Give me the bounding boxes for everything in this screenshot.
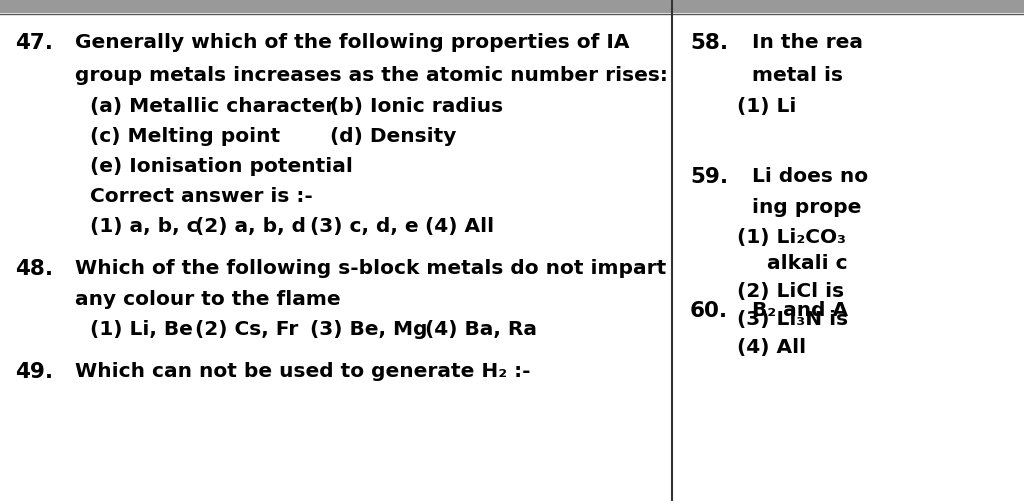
Text: Which of the following s-block metals do not impart: Which of the following s-block metals do… [75,259,667,278]
Text: Li does no: Li does no [752,167,868,186]
Text: (1) Li: (1) Li [737,97,797,116]
Text: 59.: 59. [690,167,728,187]
Text: 49.: 49. [15,362,53,382]
Text: ing prope: ing prope [752,198,861,217]
Text: (1) Li, Be: (1) Li, Be [90,320,193,339]
Bar [0,0,1024,13]
Text: any colour to the flame: any colour to the flame [75,290,341,309]
Text: (3) Li₃N is: (3) Li₃N is [737,310,848,329]
Text: (d) Density: (d) Density [330,127,457,146]
Text: metal is: metal is [752,66,843,85]
Text: 48.: 48. [15,259,53,279]
Text: 60.: 60. [690,301,728,321]
Text: In the rea: In the rea [752,33,863,52]
Text: alkali c: alkali c [767,254,848,273]
Text: (4) All: (4) All [425,217,495,236]
Text: B₂ and A: B₂ and A [752,301,848,320]
Text: (a) Metallic character: (a) Metallic character [90,97,335,116]
Text: (e) Ionisation potential: (e) Ionisation potential [90,157,353,176]
Text: (4) Ba, Ra: (4) Ba, Ra [425,320,537,339]
Text: Correct answer is :-: Correct answer is :- [90,187,312,206]
Text: (c) Melting point: (c) Melting point [90,127,281,146]
Text: Which can not be used to generate H₂ :-: Which can not be used to generate H₂ :- [75,362,530,381]
Text: Generally which of the following properties of IA: Generally which of the following propert… [75,33,630,52]
Text: (2) Cs, Fr: (2) Cs, Fr [195,320,298,339]
Text: (2) a, b, d: (2) a, b, d [195,217,306,236]
Text: (2) LiCl is: (2) LiCl is [737,282,844,301]
Text: (3) Be, Mg: (3) Be, Mg [310,320,427,339]
Text: (3) c, d, e: (3) c, d, e [310,217,419,236]
Text: (1) Li₂CO₃: (1) Li₂CO₃ [737,228,846,247]
Text: (4) All: (4) All [737,338,806,357]
Text: group metals increases as the atomic number rises:: group metals increases as the atomic num… [75,66,668,85]
Text: 58.: 58. [690,33,728,53]
Text: (1) a, b, c: (1) a, b, c [90,217,199,236]
Text: (b) Ionic radius: (b) Ionic radius [330,97,503,116]
Text: 47.: 47. [15,33,53,53]
